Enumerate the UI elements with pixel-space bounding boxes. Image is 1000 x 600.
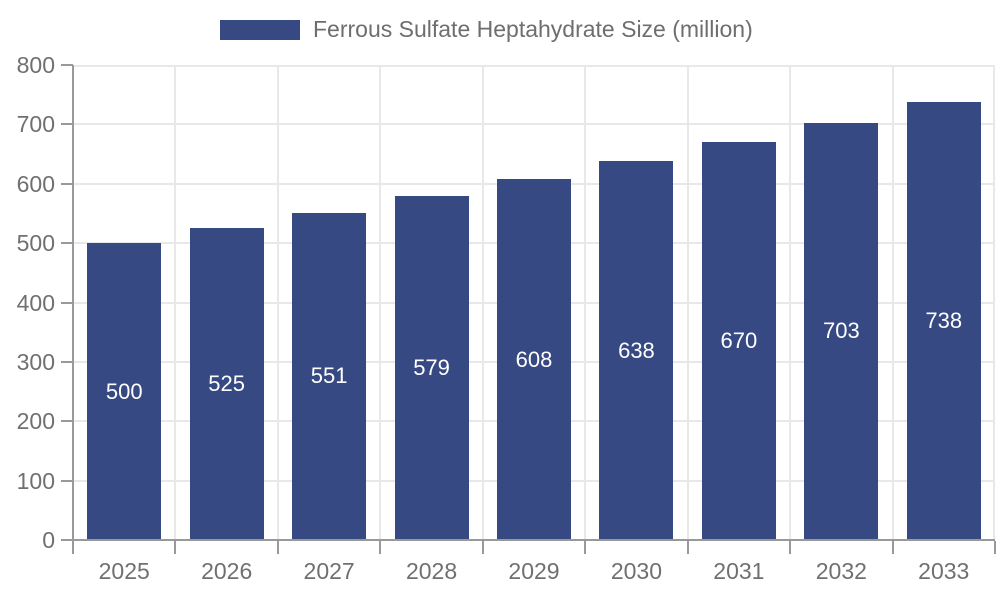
bar-value-label: 608 (515, 346, 553, 372)
gridline-horizontal (73, 65, 995, 67)
bar[interactable]: 579 (394, 196, 469, 540)
x-tick-label: 2029 (508, 558, 560, 584)
bar[interactable]: 703 (804, 122, 879, 540)
x-tick-label: 2028 (405, 558, 458, 584)
x-tick-label: 2031 (713, 558, 765, 584)
y-axis-tick (61, 242, 73, 245)
x-axis-tick (891, 541, 894, 554)
x-axis-tick (994, 541, 996, 554)
bar[interactable]: 525 (189, 228, 264, 540)
x-tick-label: 2027 (303, 558, 355, 584)
gridline-vertical (276, 65, 279, 540)
gridline-vertical (174, 65, 177, 540)
x-axis-tick (379, 541, 382, 554)
y-tick-label: 0 (42, 527, 55, 553)
x-axis-tick (174, 541, 177, 554)
bar-value-label: 703 (822, 318, 860, 344)
bar-value-label: 500 (105, 378, 143, 404)
bar[interactable]: 608 (497, 179, 571, 540)
y-axis-tick (61, 479, 73, 482)
plot-area: 0 100 200 300 400 500 600 700 800 500 2025 525 2026 5… (17, 52, 996, 584)
x-axis-tick (481, 541, 484, 554)
y-tick-label: 800 (16, 52, 55, 78)
gridline-vertical (481, 65, 484, 540)
y-axis-tick (61, 123, 73, 126)
bar-value-label: 551 (310, 363, 348, 389)
bar[interactable]: 670 (701, 142, 776, 540)
y-tick-label: 200 (16, 408, 55, 435)
y-axis-tick (61, 182, 73, 185)
x-axis-tick (686, 541, 689, 554)
x-axis-line (61, 539, 995, 541)
x-tick-label: 2030 (610, 558, 663, 584)
x-tick-label: 2026 (201, 558, 253, 584)
bar-value-label: 638 (618, 337, 655, 363)
legend-item[interactable]: Ferrous Sulfate Heptahydrate Size (milli… (220, 16, 753, 43)
y-axis-tick (61, 420, 73, 423)
gridline-horizontal (73, 123, 995, 126)
bar[interactable]: 551 (292, 212, 367, 540)
y-tick-label: 400 (16, 289, 55, 316)
y-axis-line (72, 65, 74, 540)
y-tick-label: 700 (16, 111, 55, 138)
x-axis-tick (72, 541, 74, 554)
gridline-vertical (584, 65, 587, 540)
x-tick-label: 2025 (98, 558, 150, 584)
bar-value-label: 525 (208, 371, 246, 397)
y-axis-tick (61, 360, 73, 363)
x-tick-label: 2032 (815, 558, 867, 584)
gridline-vertical (993, 65, 995, 540)
x-axis-tick (789, 541, 792, 554)
gridline-vertical (891, 65, 894, 540)
gridline-vertical (789, 65, 792, 540)
bar[interactable]: 500 (87, 243, 162, 540)
legend-swatch (220, 19, 300, 40)
y-tick-label: 300 (16, 348, 55, 375)
legend-label: Ferrous Sulfate Heptahydrate Size (milli… (313, 16, 753, 42)
gridline-vertical (379, 65, 382, 540)
bar[interactable]: 738 (906, 101, 981, 540)
y-tick-label: 100 (16, 467, 55, 494)
y-tick-label: 500 (16, 230, 55, 257)
x-axis-tick (584, 541, 587, 554)
y-tick-label: 600 (16, 170, 55, 197)
x-tick-label: 2033 (918, 558, 970, 584)
y-axis-tick (61, 301, 73, 304)
bar-value-label: 670 (720, 328, 758, 354)
bar-value-label: 738 (925, 307, 963, 333)
bar[interactable]: 638 (599, 161, 674, 540)
gridline-vertical (686, 65, 689, 540)
bar-value-label: 579 (413, 355, 450, 381)
x-axis-tick (276, 541, 279, 554)
y-axis-tick (61, 64, 73, 66)
